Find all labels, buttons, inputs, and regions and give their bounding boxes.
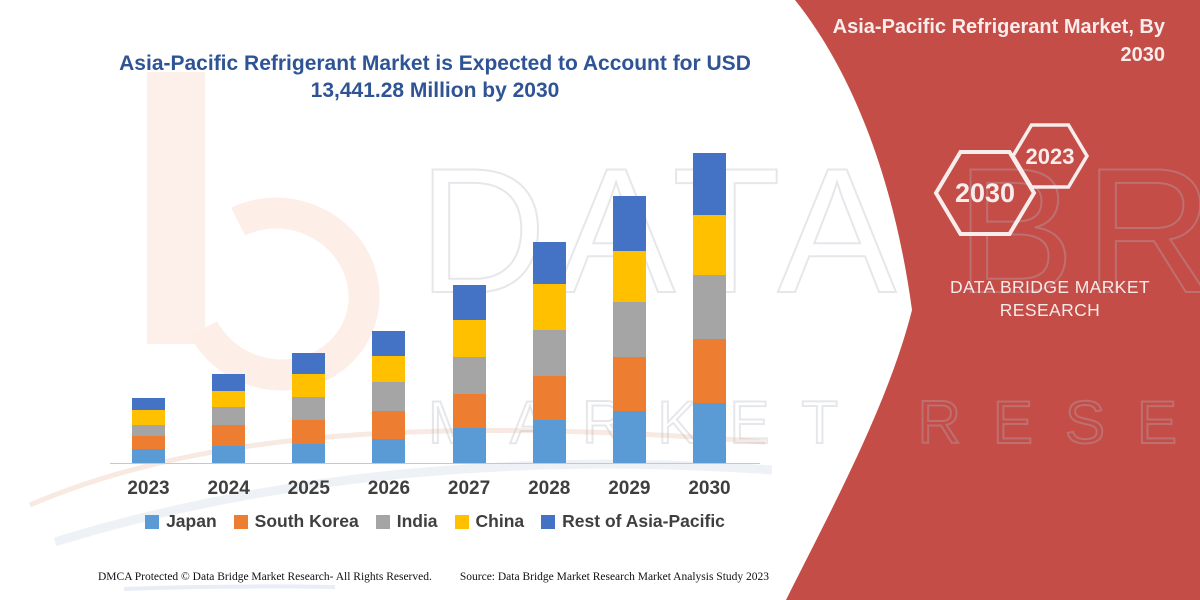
bar-segment-china — [532, 283, 566, 331]
bar-segment-india — [292, 396, 326, 421]
bar-segment-china — [212, 390, 246, 408]
bar-column: 2026 — [368, 330, 410, 499]
gray-arc-icon — [53, 459, 773, 547]
x-axis-label: 2025 — [287, 478, 330, 499]
bar-segment-rest-of-asia-pacific — [132, 398, 165, 410]
legend-swatch-icon — [145, 514, 160, 529]
logo-watermark-stem-icon — [147, 72, 205, 344]
bar-stack — [692, 153, 726, 463]
bar-segment-china — [612, 251, 646, 303]
bar-segment-japan — [532, 420, 566, 463]
bar-segment-japan — [452, 427, 486, 463]
x-axis-label: 2030 — [688, 478, 731, 499]
bar-segment-india — [132, 424, 165, 437]
bar-segment-china — [452, 320, 486, 357]
hexagon-2030 — [933, 150, 1037, 236]
bar-stack — [292, 353, 326, 463]
bar-segment-india — [692, 274, 726, 339]
bar-stack — [612, 196, 646, 463]
legend-item: South Korea — [233, 511, 359, 532]
bar-segment-india — [452, 356, 486, 394]
bar-stack — [132, 398, 165, 463]
bar-segment-south-korea — [532, 375, 566, 421]
x-axis-label: 2029 — [608, 478, 651, 499]
bar-column: 2025 — [288, 353, 330, 499]
legend-label: South Korea — [254, 511, 359, 531]
bar-segment-south-korea — [212, 425, 246, 447]
bar-segment-south-korea — [132, 436, 165, 449]
legend-swatch-icon — [233, 514, 248, 529]
bar-column: 2028 — [528, 242, 570, 499]
bar-segment-rest-of-asia-pacific — [372, 330, 406, 356]
bar-segment-south-korea — [452, 393, 486, 428]
bar-segment-japan — [372, 438, 406, 463]
bar-segment-rest-of-asia-pacific — [612, 196, 646, 252]
bar-segment-japan — [612, 411, 646, 463]
source-text: Source: Data Bridge Market Research Mark… — [459, 571, 770, 583]
x-axis-label: 2023 — [127, 478, 170, 499]
footer: DMCA Protected © Data Bridge Market Rese… — [98, 571, 769, 583]
bar-segment-japan — [692, 402, 726, 463]
x-axis-label: 2024 — [207, 478, 250, 499]
bar-segment-china — [692, 214, 726, 275]
bar-segment-china — [132, 409, 165, 425]
bar-segment-rest-of-asia-pacific — [452, 285, 486, 321]
bar-column: 2027 — [448, 285, 490, 499]
bar-column: 2030 — [688, 153, 731, 499]
x-axis-label: 2027 — [447, 478, 491, 499]
bar-segment-india — [372, 382, 406, 412]
legend-swatch-icon — [541, 514, 556, 529]
bar-segment-china — [292, 373, 326, 397]
bar-segment-south-korea — [292, 420, 326, 444]
bar-column: 2024 — [208, 374, 250, 499]
plot-area: 2023 2024 2025 2026 2027 2028 2029 2030 — [110, 150, 760, 499]
bar-segment-japan — [132, 448, 165, 463]
bar-segment-rest-of-asia-pacific — [212, 374, 246, 391]
x-axis-label: 2026 — [367, 478, 411, 499]
bar-segment-japan — [292, 443, 326, 463]
legend-item: Japan — [145, 511, 217, 532]
legend: Japan South Korea India China Rest of Asia-P… — [100, 511, 770, 532]
bar-stack — [452, 285, 486, 463]
bar-segment-india — [212, 407, 246, 426]
legend-label: China — [475, 511, 525, 531]
legend-item: Rest of Asia-Pacific — [541, 511, 725, 532]
panel-heading: Asia-Pacific Refrigerant Market, By 2030 — [832, 16, 1165, 66]
page-title: Asia-Pacific Refrigerant Market is Expec… — [119, 52, 751, 103]
legend-label: Japan — [166, 511, 217, 531]
hexagon-2023-label: 2023 — [1026, 144, 1075, 169]
bar-segment-south-korea — [372, 411, 406, 439]
bar-segment-south-korea — [692, 338, 726, 403]
bar-column: 2029 — [608, 196, 650, 499]
brand-text: DATA BRIDGE MARKET RESEARCH — [949, 277, 1151, 320]
bar-segment-rest-of-asia-pacific — [692, 153, 726, 215]
bar-stack — [372, 330, 406, 463]
bar-segment-japan — [212, 446, 246, 463]
legend-swatch-icon — [454, 514, 469, 529]
x-axis-label: 2028 — [528, 478, 571, 499]
bar-segment-rest-of-asia-pacific — [292, 353, 326, 374]
bar-column: 2023 — [127, 398, 170, 499]
hexagon-2030-label: 2030 — [955, 178, 1015, 208]
legend-item: China — [454, 511, 525, 532]
legend-item: India — [375, 511, 438, 532]
legend-label: India — [396, 511, 438, 531]
bar-segment-china — [372, 355, 406, 383]
bar-segment-india — [532, 330, 566, 376]
legend-swatch-icon — [375, 514, 390, 529]
dmca-text: DMCA Protected © Data Bridge Market Rese… — [98, 571, 432, 583]
bar-segment-india — [612, 302, 646, 358]
bar-stack — [212, 374, 246, 463]
legend-label: Rest of Asia-Pacific — [562, 511, 725, 531]
bar-stack — [532, 242, 566, 463]
blue-arc-icon — [123, 584, 336, 591]
swoosh-shape — [786, 0, 1200, 600]
bar-segment-south-korea — [612, 357, 646, 412]
bar-segment-rest-of-asia-pacific — [532, 242, 566, 284]
